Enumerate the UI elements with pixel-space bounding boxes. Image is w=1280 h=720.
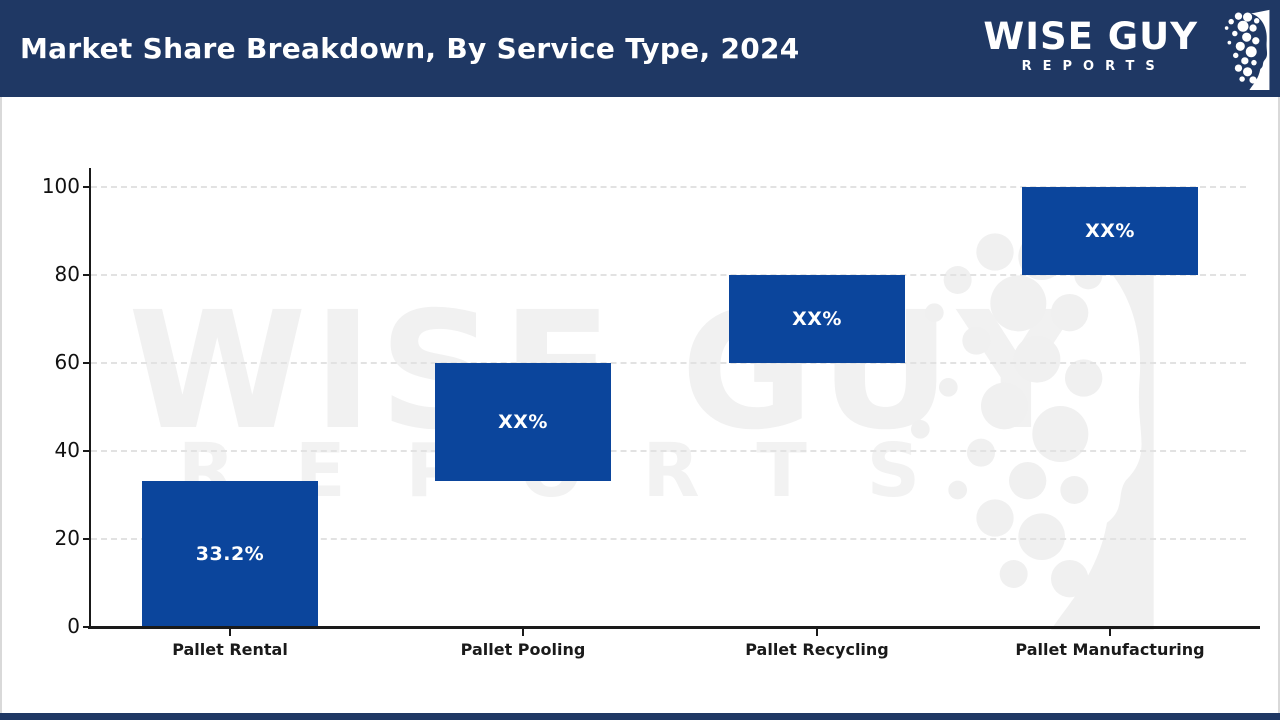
y-tick-label: 40	[54, 438, 80, 462]
y-tick-label: 0	[67, 614, 80, 638]
category-label: Pallet Manufacturing	[1015, 640, 1205, 659]
chart-title: Market Share Breakdown, By Service Type,…	[20, 32, 800, 65]
footer-bar	[0, 713, 1280, 720]
wiseguy-logo: WISE GUY REPORTS	[983, 6, 1270, 92]
x-tick-mark	[522, 629, 524, 636]
x-tick-mark	[1109, 629, 1111, 636]
logo-subtitle: REPORTS	[1021, 58, 1166, 74]
category-label: Pallet Pooling	[460, 640, 586, 659]
y-tick-label: 20	[54, 526, 80, 550]
y-tick-mark	[83, 186, 90, 188]
y-tick-label: 60	[54, 350, 80, 374]
gridline	[91, 362, 1246, 364]
logo-wordmark: WISE GUY	[983, 15, 1198, 58]
y-tick-label: 100	[41, 174, 80, 198]
bar: XX%	[435, 363, 611, 481]
bar-value-label: XX%	[1085, 220, 1135, 242]
header-bar: Market Share Breakdown, By Service Type,…	[0, 0, 1280, 97]
category-label: Pallet Rental	[172, 640, 288, 659]
bar-value-label: XX%	[792, 308, 842, 330]
bar: XX%	[1022, 187, 1198, 275]
category-label: Pallet Recycling	[745, 640, 889, 659]
gridline	[91, 450, 1246, 452]
bar: 33.2%	[142, 480, 318, 627]
y-tick-mark	[83, 450, 90, 452]
bar-value-label: 33.2%	[195, 542, 265, 565]
bar-value-label: XX%	[498, 410, 548, 433]
logo-text: WISE GUY REPORTS	[983, 15, 1198, 74]
y-tick-mark	[83, 538, 90, 540]
y-tick-mark	[83, 362, 90, 364]
gridline	[91, 186, 1246, 188]
y-tick-mark	[83, 274, 90, 276]
gridline	[91, 538, 1246, 540]
y-axis-line	[89, 168, 91, 629]
y-tick-mark	[83, 626, 90, 628]
x-axis-line	[88, 626, 1260, 629]
y-tick-label: 80	[54, 262, 80, 286]
bar: XX%	[729, 275, 905, 363]
gridline	[91, 274, 1246, 276]
x-tick-mark	[816, 629, 818, 636]
logo-face-icon	[1224, 9, 1270, 90]
x-tick-mark	[229, 629, 231, 636]
